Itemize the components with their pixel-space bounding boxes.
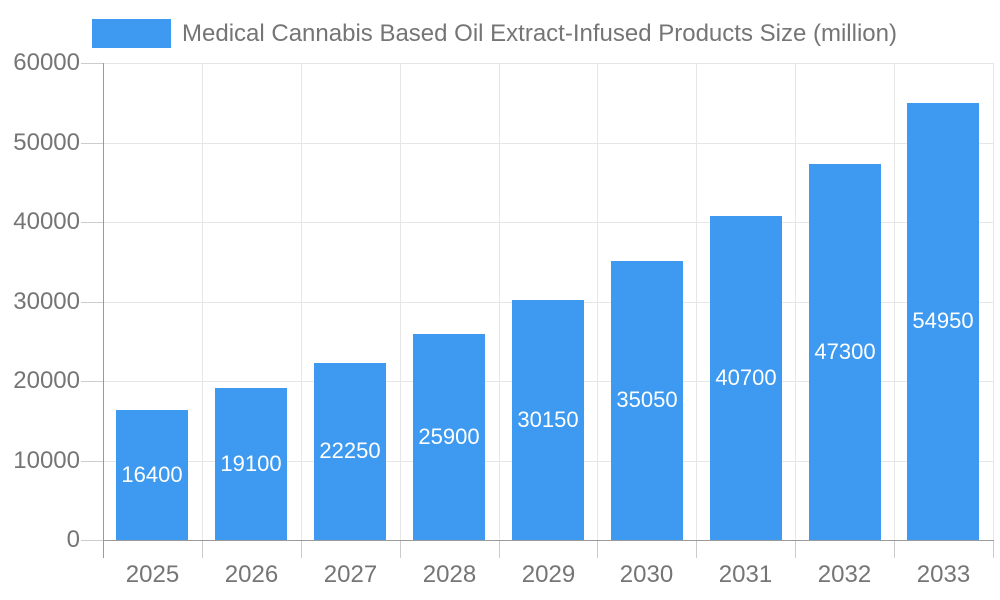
x-tick-label: 2032	[817, 561, 872, 588]
bar-2027	[314, 363, 386, 540]
bar-2026	[215, 388, 287, 540]
bar-value-label: 35050	[616, 387, 678, 412]
x-tick-label: 2030	[619, 561, 674, 588]
legend-swatch	[92, 19, 171, 48]
v-gridline	[301, 63, 302, 540]
h-gridline	[103, 63, 993, 64]
y-axis-line	[103, 63, 104, 558]
x-tick-label: 2029	[521, 561, 576, 588]
x-tick-label: 2033	[916, 561, 971, 588]
bar-value-label: 47300	[814, 339, 876, 364]
bar-value-label: 40700	[715, 365, 777, 390]
bar-2028	[413, 334, 485, 540]
x-axis-tick	[795, 540, 796, 558]
y-axis-tick	[81, 63, 103, 64]
bar-2033	[907, 103, 979, 540]
x-axis-tick	[301, 540, 302, 558]
v-gridline	[894, 63, 895, 540]
legend: Medical Cannabis Based Oil Extract-Infus…	[92, 19, 897, 48]
v-gridline	[400, 63, 401, 540]
bar-2025	[116, 410, 188, 540]
y-axis-tick	[81, 381, 103, 382]
x-tick-label: 2031	[718, 561, 773, 588]
v-gridline	[202, 63, 203, 540]
bar-value-label: 54950	[912, 308, 974, 333]
bar-2030	[611, 261, 683, 540]
x-axis-tick	[696, 540, 697, 558]
y-tick-label: 60000	[13, 49, 80, 76]
v-gridline	[993, 63, 994, 540]
bar-value-label: 22250	[319, 438, 381, 463]
y-axis-tick	[81, 222, 103, 223]
v-gridline	[696, 63, 697, 540]
h-gridline	[103, 222, 993, 223]
bar-2031	[710, 216, 782, 540]
v-gridline	[795, 63, 796, 540]
bar-value-label: 16400	[121, 462, 183, 487]
x-tick-label: 2025	[125, 561, 180, 588]
x-axis-tick	[993, 540, 994, 558]
y-tick-label: 20000	[13, 367, 80, 394]
h-gridline	[103, 143, 993, 144]
y-axis-tick	[81, 302, 103, 303]
x-axis-line	[103, 540, 994, 541]
x-tick-label: 2027	[323, 561, 378, 588]
bar-value-label: 30150	[517, 407, 579, 432]
v-gridline	[597, 63, 598, 540]
y-axis-tick	[81, 540, 103, 541]
v-gridline	[499, 63, 500, 540]
bar-2032	[809, 164, 881, 540]
legend-label: Medical Cannabis Based Oil Extract-Infus…	[182, 19, 897, 47]
y-axis-tick	[81, 143, 103, 144]
bar-value-label: 19100	[220, 451, 282, 476]
y-tick-label: 50000	[13, 129, 80, 156]
x-axis-tick	[597, 540, 598, 558]
y-tick-label: 40000	[13, 208, 80, 235]
bar-value-label: 25900	[418, 424, 480, 449]
x-axis-tick	[499, 540, 500, 558]
y-tick-label: 30000	[13, 288, 80, 315]
x-tick-label: 2026	[224, 561, 279, 588]
y-tick-label: 10000	[13, 447, 80, 474]
y-axis-tick	[81, 461, 103, 462]
bar-2029	[512, 300, 584, 540]
x-axis-tick	[202, 540, 203, 558]
x-tick-label: 2028	[422, 561, 477, 588]
x-axis-tick	[894, 540, 895, 558]
y-tick-label: 0	[66, 526, 80, 553]
x-axis-tick	[400, 540, 401, 558]
